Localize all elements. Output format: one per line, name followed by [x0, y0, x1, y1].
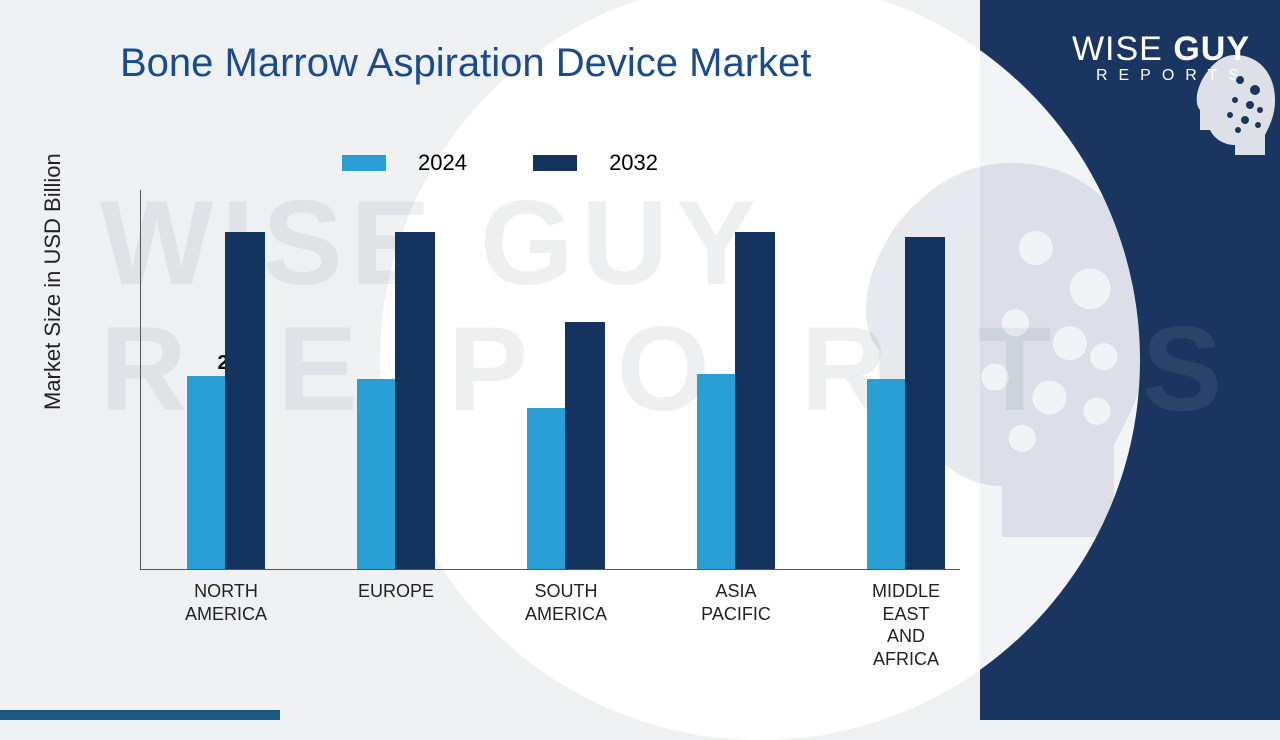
legend-label-a: 2024: [418, 150, 467, 176]
head-icon: [1180, 50, 1280, 160]
bar-series-b: [735, 232, 775, 569]
chart-container: Market Size in USD Billion 2024 2032 2.0…: [60, 150, 960, 670]
x-axis-label: ASIAPACIFIC: [666, 580, 806, 625]
bar-series-a: [697, 374, 737, 569]
y-axis-label: Market Size in USD Billion: [40, 153, 66, 410]
bar-series-b: [565, 322, 605, 569]
legend-swatch-a: [342, 155, 386, 171]
bar-series-b: [225, 232, 265, 569]
x-axis-label: EUROPE: [326, 580, 466, 603]
legend-swatch-b: [533, 155, 577, 171]
bar-series-a: [867, 379, 907, 569]
x-axis-label: SOUTHAMERICA: [496, 580, 636, 625]
bar-series-a: [187, 376, 227, 569]
x-axis-label: NORTHAMERICA: [156, 580, 296, 625]
bar-series-b: [905, 237, 945, 570]
plot-area: 2.05 NORTHAMERICAEUROPESOUTHAMERICAASIAP…: [140, 190, 960, 570]
bar-series-b: [395, 232, 435, 569]
bar-series-a: [527, 408, 567, 570]
brand-logo: WISE GUY REPORTS: [1072, 30, 1250, 85]
bar-series-a: [357, 379, 397, 569]
chart-title: Bone Marrow Aspiration Device Market: [120, 40, 811, 86]
legend: 2024 2032: [60, 150, 960, 177]
legend-item-a: 2024: [342, 150, 487, 176]
legend-label-b: 2032: [609, 150, 658, 176]
x-axis-label: MIDDLEEASTANDAFRICA: [836, 580, 976, 670]
legend-item-b: 2032: [533, 150, 678, 176]
logo-text-1a: WISE: [1072, 30, 1163, 68]
footer-accent: [0, 710, 280, 720]
